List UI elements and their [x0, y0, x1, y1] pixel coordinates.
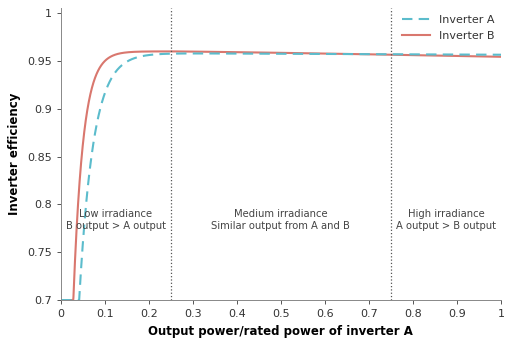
Inverter B: [405, 53, 411, 57]
Inverter B: [485, 54, 491, 58]
Inverter A: [261, 52, 267, 56]
Legend: Inverter A, Inverter B: Inverter A, Inverter B: [398, 11, 499, 45]
Inverter B: [272, 51, 279, 55]
Inverter A: [193, 52, 200, 56]
Line: Inverter B: Inverter B: [61, 52, 501, 300]
Inverter A: [58, 298, 64, 302]
Line: Inverter A: Inverter A: [61, 54, 501, 300]
Inverter A: [272, 52, 279, 56]
Inverter A: [498, 53, 504, 57]
Text: High irradiance
A output > B output: High irradiance A output > B output: [396, 209, 496, 231]
Inverter B: [168, 49, 174, 54]
Text: Low irradiance
B output > A output: Low irradiance B output > A output: [66, 209, 166, 231]
Inverter B: [81, 136, 87, 140]
Inverter B: [261, 51, 267, 55]
Inverter A: [485, 53, 491, 57]
Inverter A: [485, 53, 491, 57]
Inverter A: [81, 232, 87, 236]
Inverter A: [405, 52, 411, 56]
Inverter B: [485, 54, 491, 58]
Inverter B: [58, 298, 64, 302]
Y-axis label: Inverter efficiency: Inverter efficiency: [8, 93, 22, 216]
Inverter B: [498, 55, 504, 59]
Text: Medium irradiance
Similar output from A and B: Medium irradiance Similar output from A …: [211, 209, 350, 231]
X-axis label: Output power/rated power of inverter A: Output power/rated power of inverter A: [148, 325, 413, 338]
